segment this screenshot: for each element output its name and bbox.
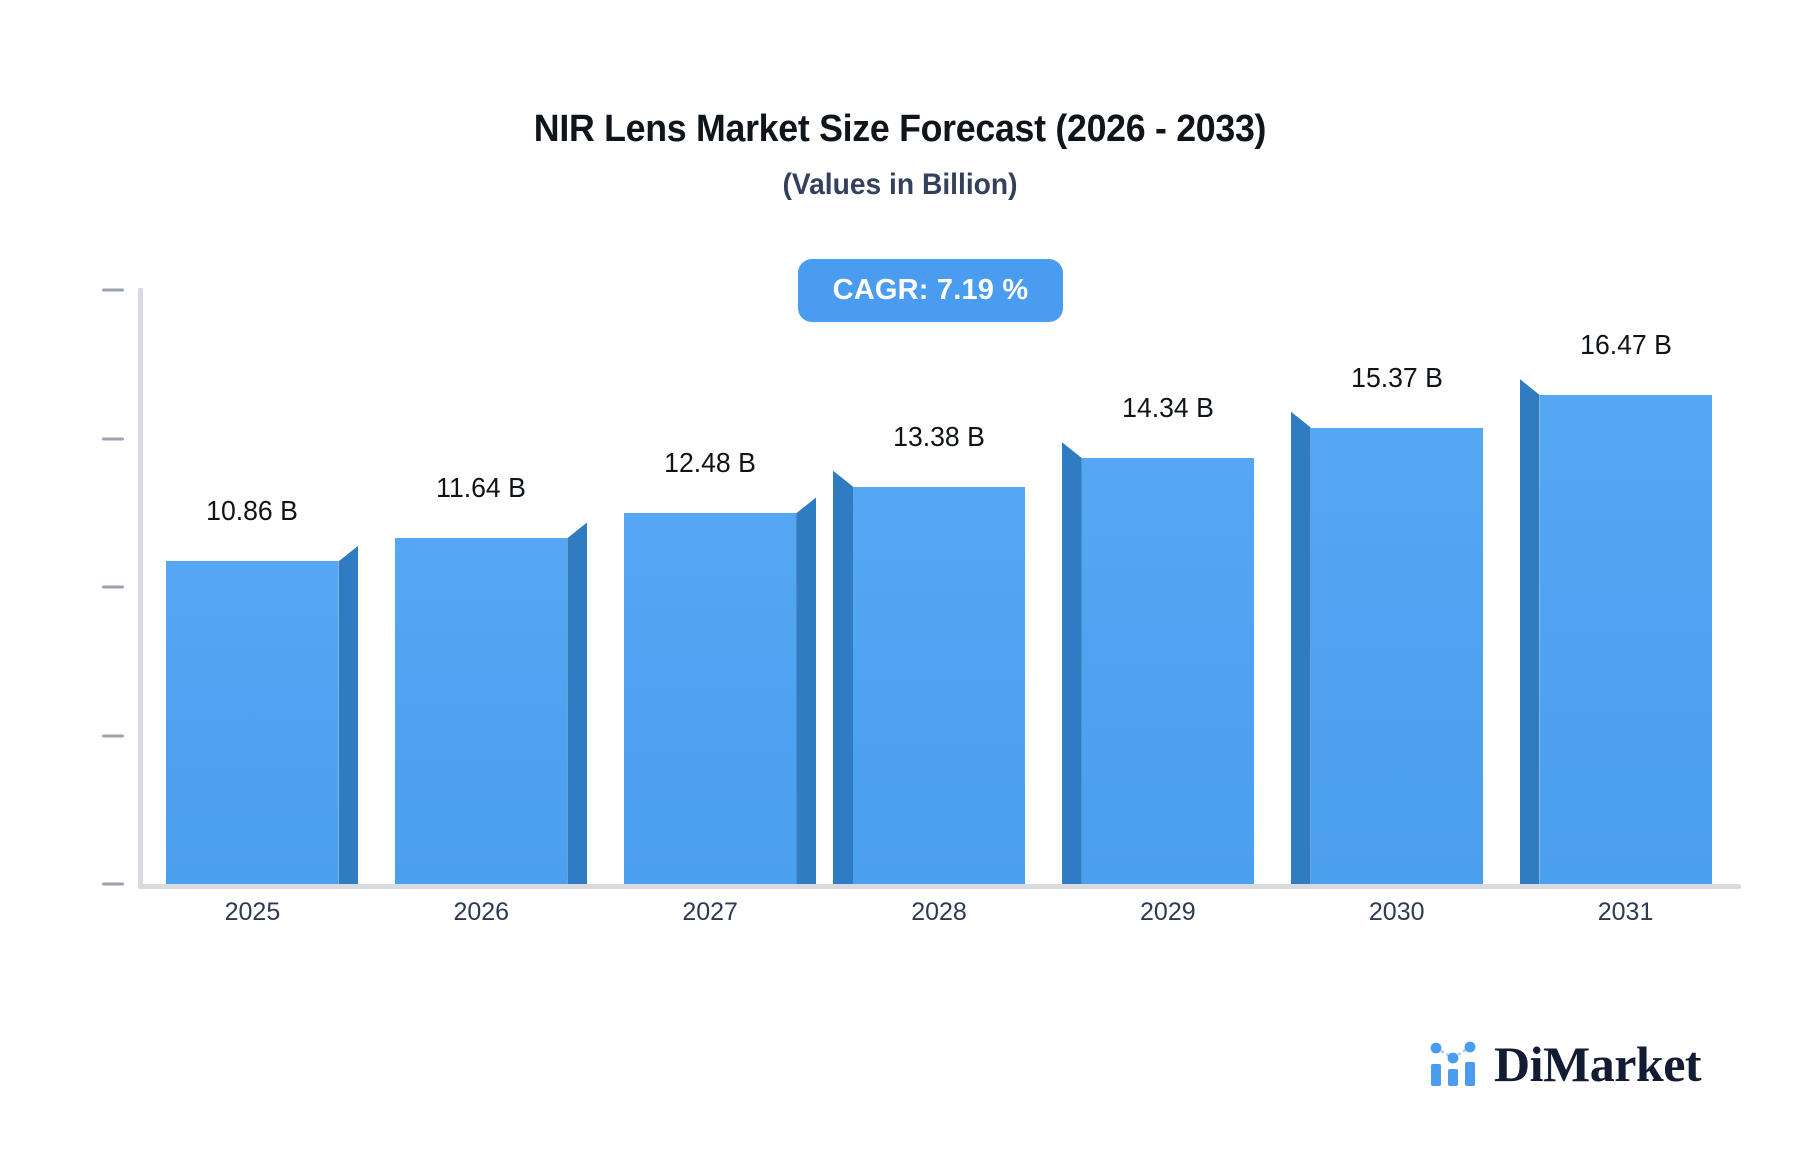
bar-side-face bbox=[833, 470, 853, 884]
cagr-badge-label: CAGR: 7.19 % bbox=[832, 274, 1029, 306]
y-axis-tick-mark bbox=[102, 437, 124, 440]
y-axis-line bbox=[138, 288, 143, 888]
y-axis-tick-mark bbox=[102, 734, 124, 737]
bar-value-label: 12.48 B bbox=[664, 447, 756, 479]
bar-front-face bbox=[853, 486, 1025, 884]
bar-value-label: 11.64 B bbox=[436, 472, 527, 504]
x-axis-label: 2031 bbox=[1597, 898, 1654, 926]
bar-front-face bbox=[624, 513, 797, 884]
x-axis-line bbox=[138, 884, 1741, 889]
bar-front-face bbox=[1539, 394, 1712, 884]
y-axis-tick-mark bbox=[102, 288, 124, 292]
bar-value-label: 14.34 B bbox=[1121, 392, 1214, 424]
x-axis-label: 2030 bbox=[1368, 898, 1425, 926]
x-axis-label: 2025 bbox=[224, 898, 281, 926]
bar-front-face bbox=[166, 561, 339, 884]
logo-wordmark: DiMarket bbox=[1494, 1036, 1702, 1092]
y-axis-tick-mark bbox=[102, 585, 124, 589]
bar-side-face bbox=[1061, 442, 1082, 884]
bar-front-face bbox=[1310, 427, 1483, 884]
x-axis-label: 2026 bbox=[453, 898, 510, 926]
bar-front-face bbox=[1081, 458, 1254, 884]
cagr-badge: CAGR: 7.19 % bbox=[798, 259, 1063, 322]
bar-side-face bbox=[567, 522, 588, 884]
bar-side-face bbox=[1290, 411, 1311, 884]
bar-chart-dots-icon bbox=[1430, 1041, 1476, 1086]
bar-value-label: 16.47 B bbox=[1579, 328, 1672, 360]
bar-side-face bbox=[796, 497, 817, 884]
bar-value-label: 13.38 B bbox=[893, 420, 985, 452]
bar-value-label: 10.86 B bbox=[206, 495, 299, 527]
bar-side-face bbox=[338, 545, 359, 884]
chart-subtitle: (Values in Billion) bbox=[782, 168, 1018, 201]
x-axis-label: 2027 bbox=[682, 898, 738, 926]
chart-title: NIR Lens Market Size Forecast (2026 - 20… bbox=[533, 108, 1267, 150]
bar-front-face bbox=[395, 538, 568, 884]
y-axis-tick-mark bbox=[102, 882, 124, 886]
x-axis-label: 2028 bbox=[911, 898, 967, 926]
bar-value-label: 15.37 B bbox=[1350, 361, 1443, 393]
bar-side-face bbox=[1519, 378, 1540, 884]
y-axis-ticks: 05.0B10.0B15.0B20.0B bbox=[0, 0, 138, 1156]
dimarket-logo: DiMarket bbox=[1428, 1036, 1702, 1092]
x-axis-label: 2029 bbox=[1140, 898, 1196, 926]
